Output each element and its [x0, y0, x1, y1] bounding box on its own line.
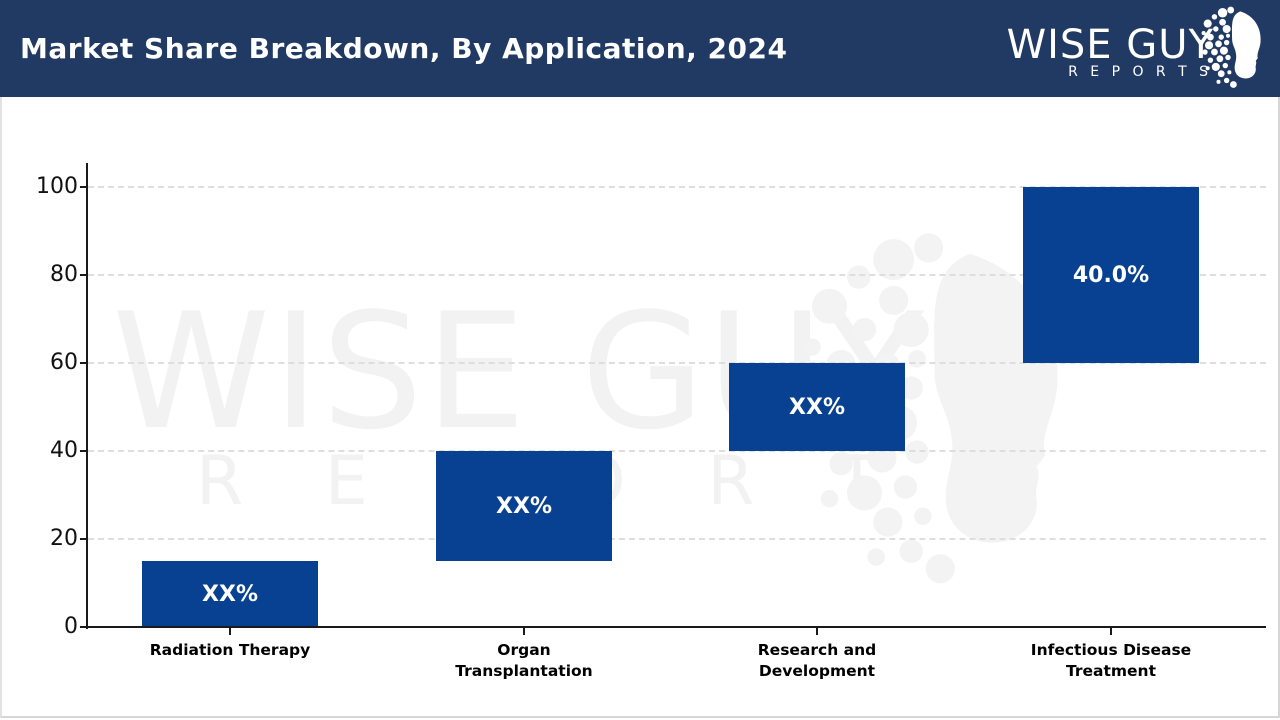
bar-radiation-therapy: XX%: [142, 561, 318, 627]
y-tick-0: [80, 626, 88, 628]
y-tick-label-60: 60: [50, 350, 78, 375]
y-gridline-60: [88, 362, 1266, 364]
bar-label-radiation-therapy: XX%: [202, 581, 258, 607]
y-tick-60: [80, 362, 88, 364]
x-tick-organ-transplantation: [523, 628, 525, 635]
y-tick-label-40: 40: [50, 438, 78, 463]
bar-organ-transplantation: XX%: [436, 451, 612, 561]
bar-research-and-development: XX%: [729, 363, 905, 451]
y-gridline-80: [88, 274, 1266, 276]
logo-reports-text: R E P O R T S: [1068, 64, 1212, 80]
logo-wiseguy-text: WISE GUY: [1006, 22, 1214, 68]
logo-head-icon: [1198, 6, 1261, 88]
y-gridline-40: [88, 450, 1266, 452]
header-bar: Market Share Breakdown, By Application, …: [0, 0, 1280, 97]
x-category-label-organ-transplantation: Organ Transplantation: [455, 641, 593, 680]
y-tick-100: [80, 186, 88, 188]
y-tick-label-80: 80: [50, 262, 78, 287]
bar-label-organ-transplantation: XX%: [496, 493, 552, 519]
x-category-label-research-and-development: Research and Development: [757, 641, 877, 680]
x-tick-infectious-disease-treatment: [1110, 628, 1112, 635]
wiseguy-logo: WISE GUY R E P O R T S: [1007, 0, 1272, 97]
y-tick-80: [80, 274, 88, 276]
y-tick-20: [80, 538, 88, 540]
x-axis-line: [86, 626, 1266, 628]
page-title: Market Share Breakdown, By Application, …: [20, 32, 788, 65]
x-tick-radiation-therapy: [229, 628, 231, 635]
y-tick-label-20: 20: [50, 526, 78, 551]
x-category-label-infectious-disease-treatment: Infectious Disease Treatment: [1030, 641, 1192, 680]
y-tick-label-100: 100: [36, 174, 78, 199]
bar-infectious-disease-treatment: 40.0%: [1023, 187, 1199, 363]
bar-label-research-and-development: XX%: [789, 394, 845, 420]
y-axis-line: [86, 163, 88, 629]
x-category-label-radiation-therapy: Radiation Therapy: [149, 641, 311, 659]
bar-label-infectious-disease-treatment: 40.0%: [1072, 262, 1150, 288]
y-tick-40: [80, 450, 88, 452]
y-gridline-20: [88, 538, 1266, 540]
y-gridline-100: [88, 186, 1266, 188]
y-tick-label-0: 0: [64, 614, 78, 639]
x-tick-research-and-development: [816, 628, 818, 635]
